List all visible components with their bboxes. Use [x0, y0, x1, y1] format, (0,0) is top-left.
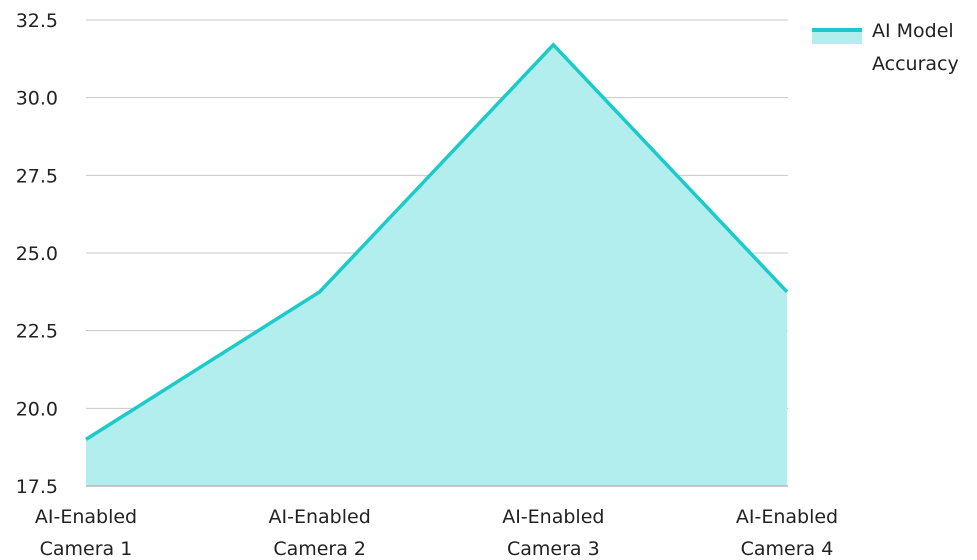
- legend-swatch-fill: [812, 30, 862, 44]
- x-tick-label: AI-Enabled Camera 1: [35, 506, 137, 560]
- legend[interactable]: AI Model Accuracy: [812, 20, 959, 75]
- x-tick-label-line: Camera 3: [507, 538, 600, 560]
- x-tick-label-line: Camera 4: [741, 538, 834, 560]
- x-tick-label-line: AI-Enabled: [736, 506, 838, 528]
- x-tick-label: AI-Enabled Camera 2: [269, 506, 371, 560]
- area-fill: [86, 44, 787, 486]
- y-axis-tick-labels: 17.5 20.0 22.5 25.0 27.5 30.0 32.5: [16, 10, 58, 498]
- y-tick-label: 27.5: [16, 165, 58, 187]
- x-tick-label-line: AI-Enabled: [35, 506, 137, 528]
- x-tick-label-line: AI-Enabled: [502, 506, 604, 528]
- y-tick-label: 25.0: [16, 243, 58, 265]
- y-tick-label: 22.5: [16, 321, 58, 343]
- x-tick-label-line: Camera 2: [273, 538, 366, 560]
- y-tick-label: 20.0: [16, 398, 58, 420]
- y-tick-label: 17.5: [16, 476, 58, 498]
- y-tick-label: 30.0: [16, 88, 58, 110]
- x-tick-label: AI-Enabled Camera 4: [736, 506, 838, 560]
- x-tick-label-line: Camera 1: [40, 538, 133, 560]
- x-tick-label: AI-Enabled Camera 3: [502, 506, 604, 560]
- x-axis-tick-labels: AI-Enabled Camera 1AI-Enabled Camera 2AI-E…: [35, 506, 838, 560]
- x-tick-label-line: AI-Enabled: [269, 506, 371, 528]
- y-tick-label: 32.5: [16, 10, 58, 32]
- legend-label-line-1: AI Model: [872, 20, 954, 42]
- area-series: [85, 42, 789, 486]
- series-line: [85, 42, 789, 441]
- legend-label-line-2: Accuracy: [872, 53, 959, 75]
